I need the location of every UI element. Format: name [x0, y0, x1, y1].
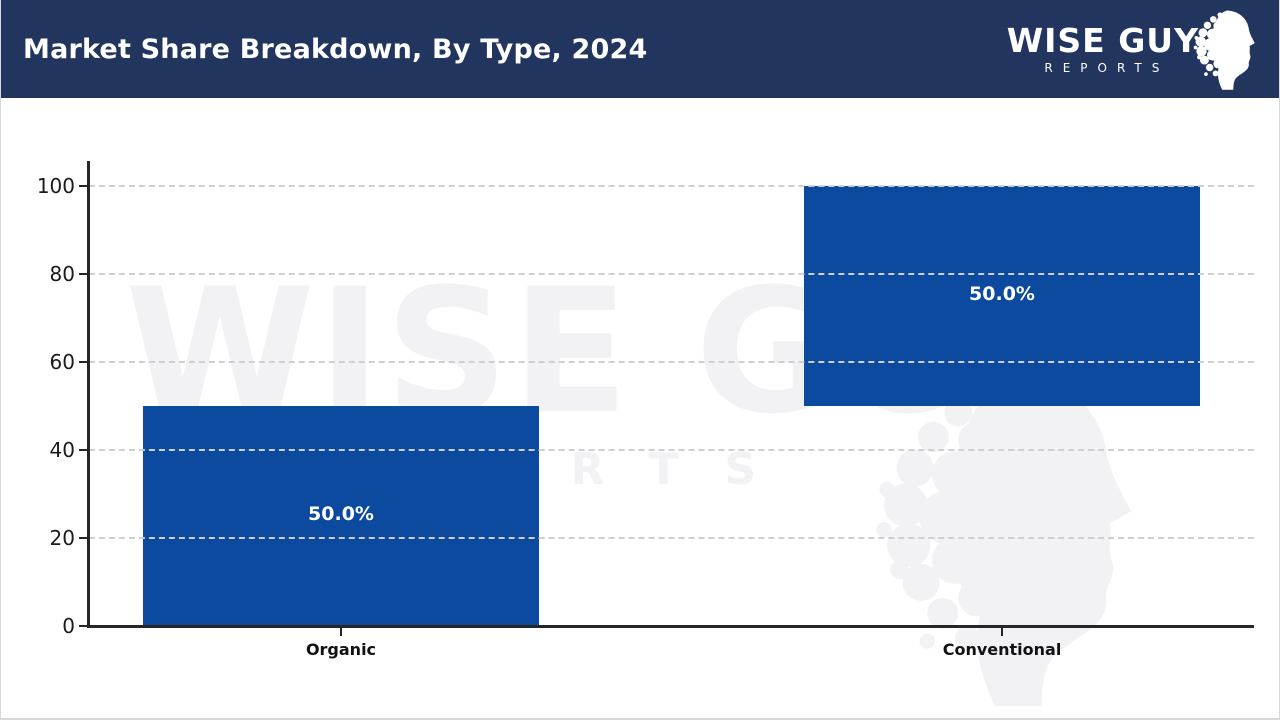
- wiseguy-face-icon: [1183, 8, 1257, 90]
- x-tick: [340, 628, 342, 636]
- logo-wordmark: WISE GUY: [1006, 21, 1199, 60]
- y-gridline: [89, 273, 1254, 275]
- y-axis-line: [87, 161, 90, 628]
- chart-title: Market Share Breakdown, By Type, 2024: [23, 33, 648, 65]
- y-tick: [79, 185, 89, 187]
- y-gridline: [89, 185, 1254, 187]
- x-tick: [1001, 628, 1003, 636]
- y-tick-label: 100: [36, 174, 75, 198]
- y-gridline: [89, 449, 1254, 451]
- y-tick-label: 20: [49, 526, 75, 550]
- x-axis-label: Conventional: [942, 640, 1062, 659]
- y-gridline: [89, 361, 1254, 363]
- y-tick: [79, 625, 89, 627]
- y-tick-label: 0: [62, 614, 75, 638]
- y-tick: [79, 273, 89, 275]
- x-axis-line: [87, 625, 1254, 628]
- y-tick-label: 40: [49, 438, 75, 462]
- x-axis-label: Organic: [305, 640, 377, 659]
- logo-text: WISE GUY REPORTS: [1007, 24, 1199, 74]
- y-gridline: [89, 537, 1254, 539]
- wiseguy-logo: WISE GUY REPORTS: [1007, 8, 1257, 90]
- bar-organic: [143, 406, 539, 626]
- y-tick: [79, 537, 89, 539]
- header-bar: Market Share Breakdown, By Type, 2024 WI…: [1, 0, 1279, 98]
- logo-subtext: REPORTS: [1044, 61, 1170, 75]
- y-tick-label: 60: [49, 350, 75, 374]
- bar-value-label: 50.0%: [308, 503, 374, 525]
- bar-conventional: [804, 186, 1200, 406]
- bar-value-label: 50.0%: [969, 283, 1035, 305]
- y-tick: [79, 449, 89, 451]
- y-tick: [79, 361, 89, 363]
- y-tick-label: 80: [49, 262, 75, 286]
